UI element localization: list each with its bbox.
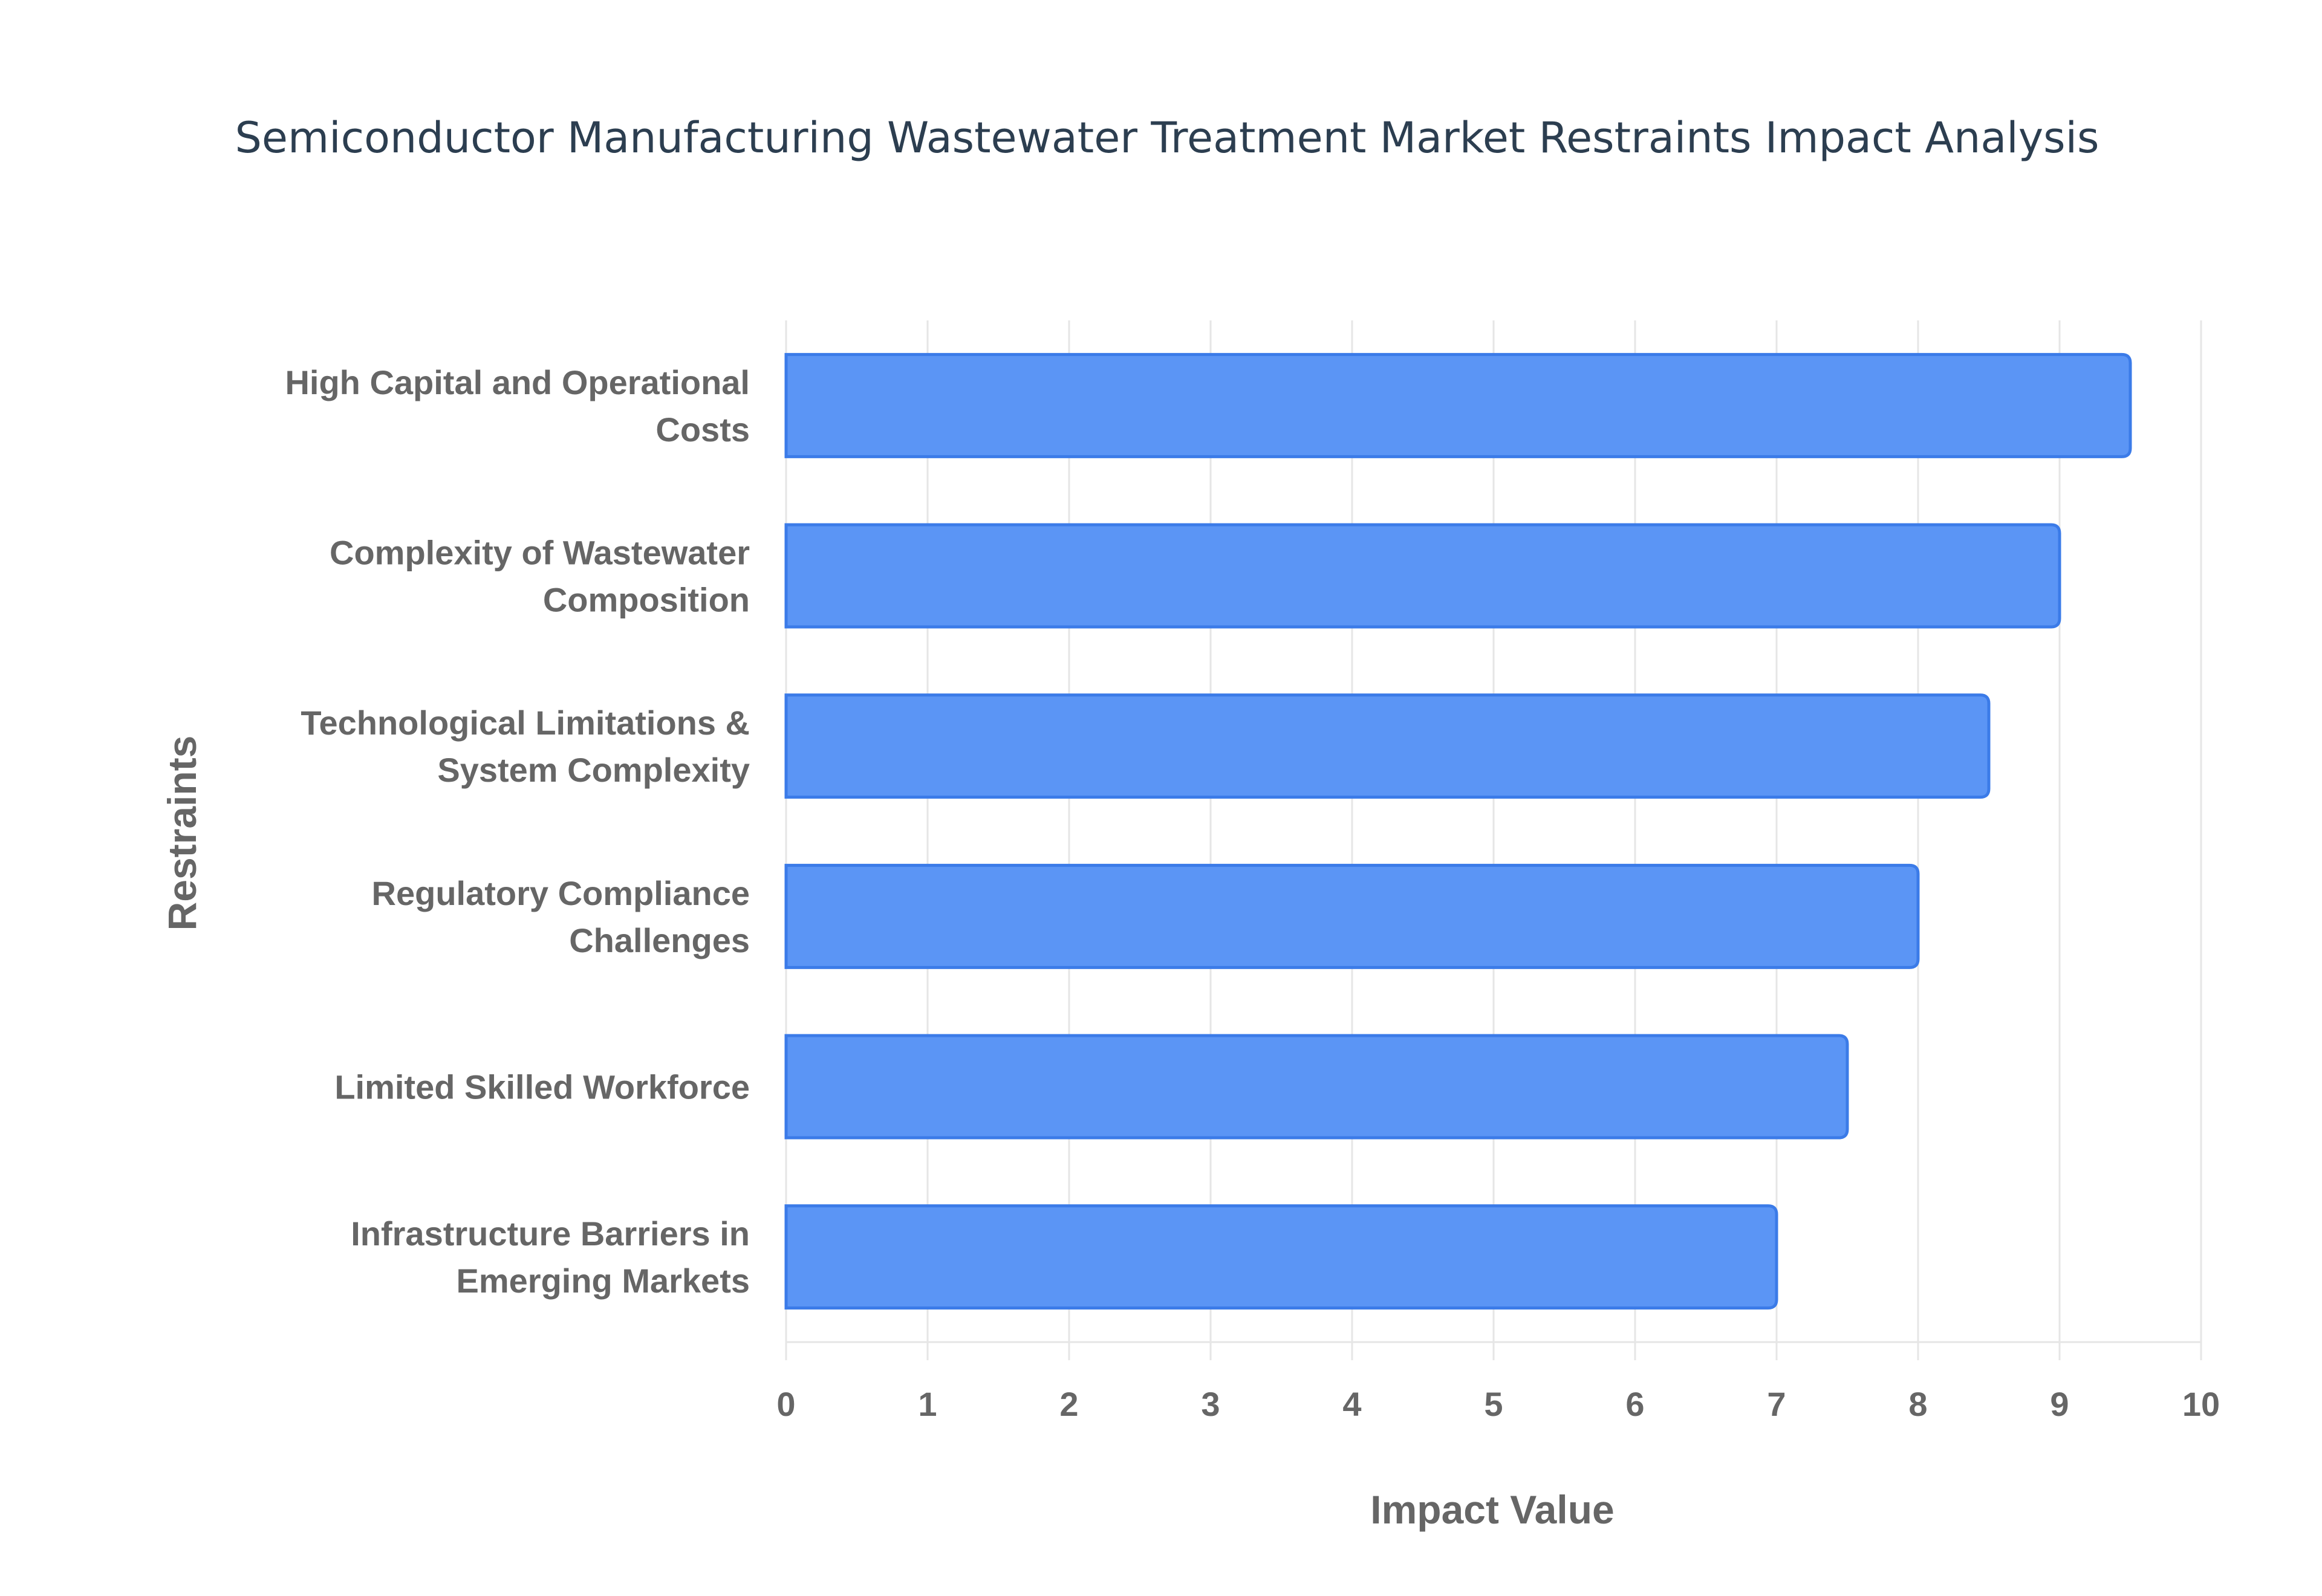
x-tick-label-0: 0 <box>776 1385 795 1423</box>
bar-5 <box>784 1204 1778 1310</box>
x-tick-label-3: 3 <box>1201 1385 1220 1423</box>
x-tick-label-4: 4 <box>1342 1385 1361 1423</box>
bar-3 <box>784 863 1920 969</box>
category-label-2: Technological Limitations & System Comple… <box>301 704 750 789</box>
bar-1 <box>784 523 2061 629</box>
x-tick-label-10: 10 <box>2182 1385 2220 1423</box>
x-tick-label-6: 6 <box>1625 1385 1644 1423</box>
chart-title: Semiconductor Manufacturing Wastewater T… <box>235 113 2099 163</box>
bars <box>784 352 2132 1310</box>
gridlines <box>785 320 2202 1360</box>
x-axis-title: Impact Value <box>1370 1487 1615 1532</box>
x-tick-labels: 0 1 2 3 4 5 6 7 8 9 10 <box>776 1385 2220 1423</box>
x-tick-label-8: 8 <box>1908 1385 1927 1423</box>
category-label-3: Regulatory Compliance Challenges <box>372 874 750 959</box>
bar-4 <box>784 1034 1849 1140</box>
category-label-0: High Capital and Operational Costs <box>285 363 750 449</box>
category-labels: High Capital and Operational Costs Complex… <box>285 363 750 1300</box>
x-tick-label-7: 7 <box>1767 1385 1786 1423</box>
bar-0 <box>784 352 2132 458</box>
category-label-5: Infrastructure Barriers in Emerging Marke… <box>351 1215 750 1300</box>
x-tick-label-1: 1 <box>918 1385 937 1423</box>
y-axis-title: Restraints <box>160 736 204 931</box>
bar-2 <box>784 693 1991 799</box>
x-tick-label-5: 5 <box>1484 1385 1503 1423</box>
category-label-4: Limited Skilled Workforce <box>334 1068 750 1106</box>
x-tick-label-9: 9 <box>2050 1385 2069 1423</box>
x-tick-label-2: 2 <box>1059 1385 1078 1423</box>
category-label-1: Complexity of Wastewater Composition <box>330 534 750 619</box>
